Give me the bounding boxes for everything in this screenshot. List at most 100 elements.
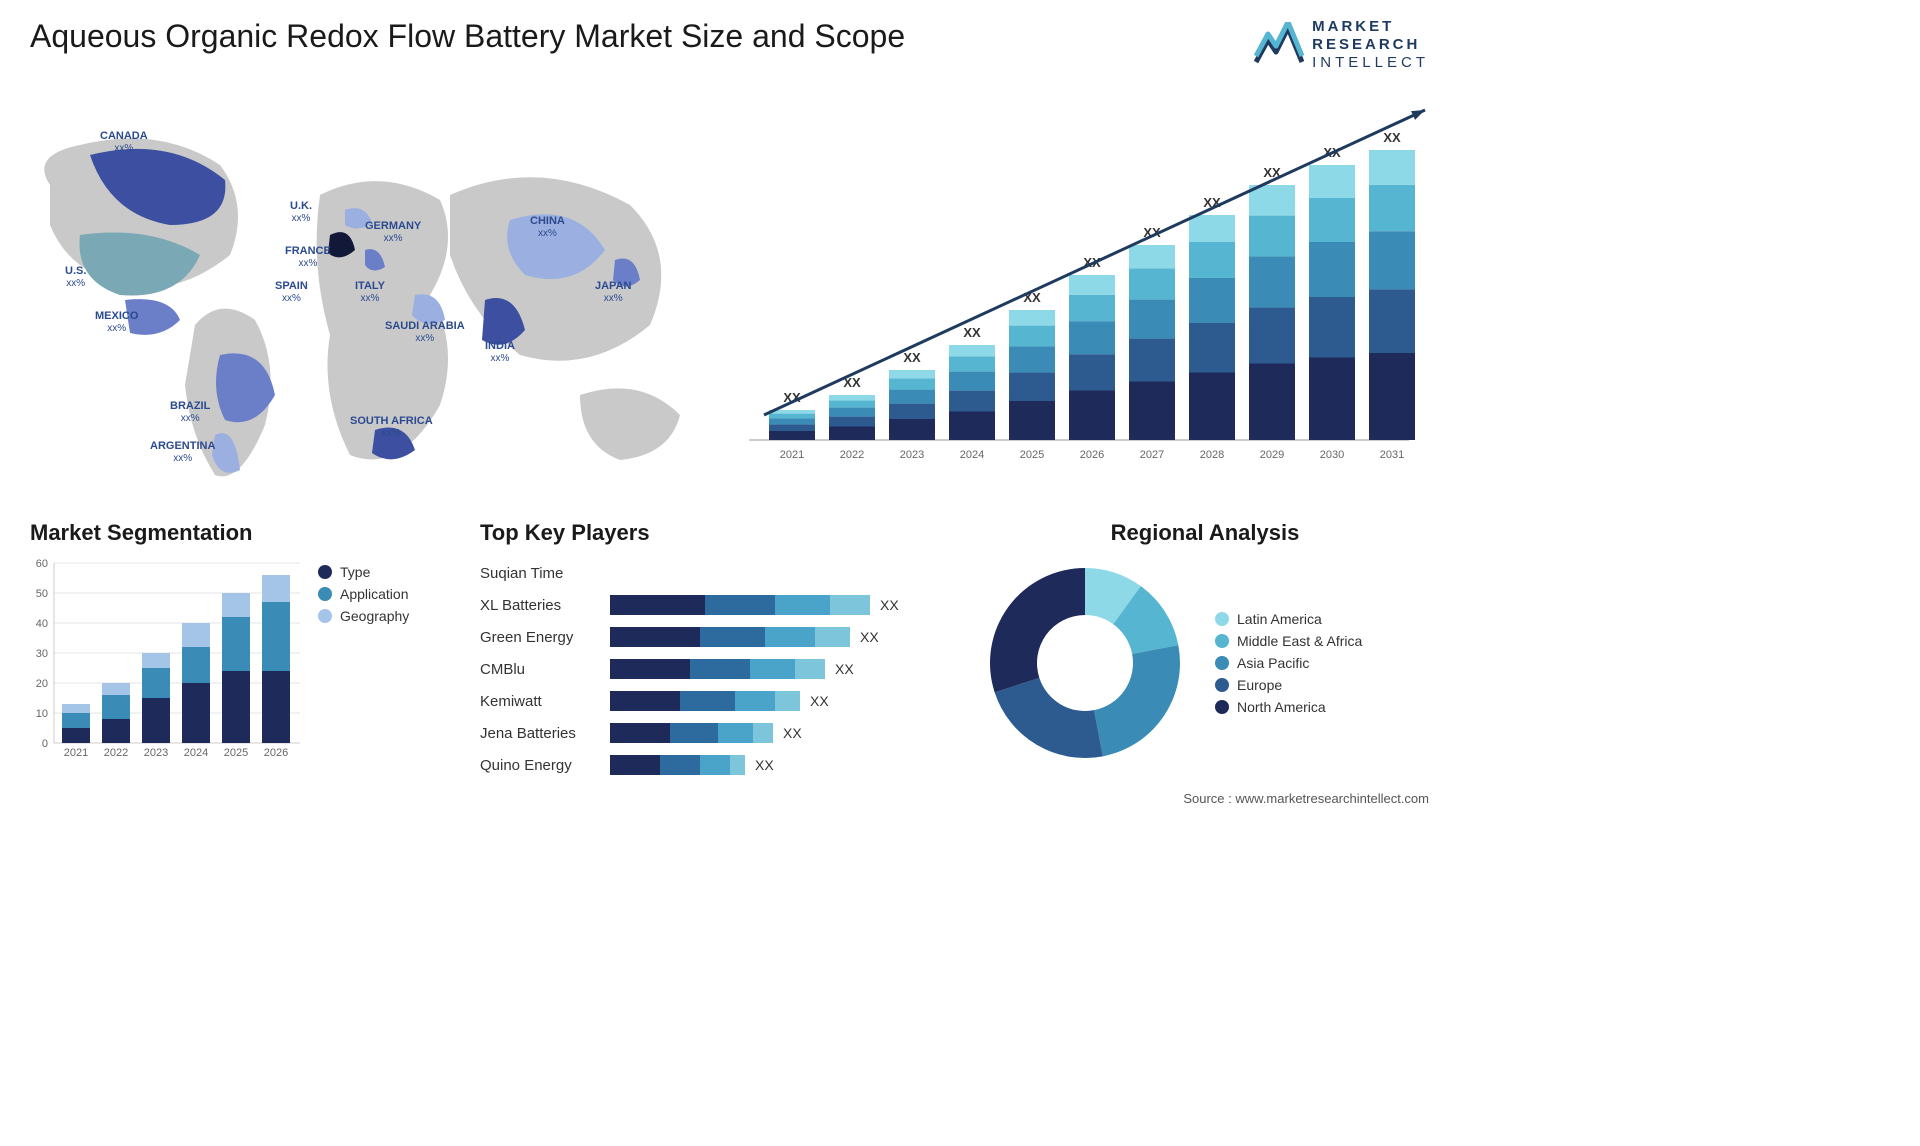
player-bar-segment (775, 691, 800, 711)
page-title: Aqueous Organic Redox Flow Battery Marke… (30, 18, 905, 55)
player-value: XX (755, 757, 774, 773)
svg-text:2031: 2031 (1380, 449, 1404, 461)
map-label: FRANCExx% (285, 245, 331, 270)
svg-text:60: 60 (36, 558, 48, 570)
segmentation-legend: TypeApplicationGeography (318, 558, 409, 758)
player-bar (610, 627, 850, 647)
logo-line3: INTELLECT (1312, 54, 1429, 72)
player-bar-segment (775, 595, 830, 615)
players-list: Suqian TimeXL BatteriesXXGreen EnergyXXC… (480, 558, 950, 780)
player-bar-segment (610, 755, 660, 775)
player-name: Suqian Time (480, 565, 610, 582)
map-label: BRAZILxx% (170, 400, 210, 425)
player-bar-segment (705, 595, 775, 615)
segmentation-panel: Market Segmentation 01020304050602021202… (30, 520, 440, 758)
svg-text:2023: 2023 (900, 449, 924, 461)
players-panel: Top Key Players Suqian TimeXL BatteriesX… (480, 520, 950, 782)
players-title: Top Key Players (480, 520, 950, 546)
regional-legend: Latin America Middle East & Africa Asia Pa… (1215, 605, 1362, 721)
player-row: Quino Energy XX (480, 750, 950, 780)
legend-dot-icon (1215, 612, 1229, 626)
legend-label: Middle East & Africa (1237, 633, 1362, 649)
legend-label: Asia Pacific (1237, 655, 1309, 671)
player-bar-segment (610, 691, 680, 711)
svg-text:2022: 2022 (104, 747, 128, 758)
map-label: MEXICOxx% (95, 310, 138, 335)
svg-text:50: 50 (36, 588, 48, 600)
svg-text:40: 40 (36, 618, 48, 630)
logo-icon (1254, 22, 1304, 68)
svg-text:2024: 2024 (184, 747, 208, 758)
legend-item: Latin America (1215, 611, 1362, 627)
player-bar (610, 723, 773, 743)
map-label: U.K.xx% (290, 200, 312, 225)
player-bar-segment (765, 627, 815, 647)
player-bar-segment (610, 659, 690, 679)
player-bar-segment (735, 691, 775, 711)
player-row: XL BatteriesXX (480, 590, 950, 620)
svg-text:2025: 2025 (224, 747, 248, 758)
source-attribution: Source : www.marketresearchintellect.com (1183, 791, 1429, 806)
map-label: SAUDI ARABIAxx% (385, 320, 465, 345)
logo-line1: MARKET (1312, 18, 1429, 36)
legend-dot-icon (318, 587, 332, 601)
legend-label: North America (1237, 699, 1326, 715)
regional-title: Regional Analysis (980, 520, 1430, 546)
map-label: ITALYxx% (355, 280, 385, 305)
player-bar-segment (730, 755, 745, 775)
svg-text:20: 20 (36, 678, 48, 690)
map-label: INDIAxx% (485, 340, 515, 365)
regional-panel: Regional Analysis Latin America Middle Ea… (980, 520, 1430, 768)
player-name: Jena Batteries (480, 725, 610, 742)
player-bar-segment (795, 659, 825, 679)
player-name: XL Batteries (480, 597, 610, 614)
map-label: SPAINxx% (275, 280, 308, 305)
svg-text:2025: 2025 (1020, 449, 1044, 461)
svg-text:XX: XX (903, 350, 921, 365)
svg-text:2029: 2029 (1260, 449, 1284, 461)
player-row: Green Energy XX (480, 622, 950, 652)
legend-label: Geography (340, 608, 409, 624)
legend-item: Geography (318, 608, 409, 624)
player-value: XX (860, 629, 879, 645)
map-label: GERMANYxx% (365, 220, 421, 245)
player-name: CMBlu (480, 661, 610, 678)
player-bar-segment (750, 659, 795, 679)
player-bar-segment (830, 595, 870, 615)
player-bar-segment (610, 627, 700, 647)
legend-label: Latin America (1237, 611, 1322, 627)
legend-label: Europe (1237, 677, 1282, 693)
svg-text:30: 30 (36, 648, 48, 660)
forecast-chart: XX2021XX2022XX2023XX2024XX2025XX2026XX20… (749, 100, 1429, 480)
player-bar (610, 691, 800, 711)
player-bar-segment (753, 723, 773, 743)
legend-dot-icon (1215, 678, 1229, 692)
player-row: CMBlu XX (480, 654, 950, 684)
map-label: JAPANxx% (595, 280, 631, 305)
regional-donut (980, 558, 1190, 768)
player-name: Green Energy (480, 629, 610, 646)
map-label: ARGENTINAxx% (150, 440, 215, 465)
player-row: Jena Batteries XX (480, 718, 950, 748)
player-bar-segment (670, 723, 718, 743)
player-row: Suqian Time (480, 558, 950, 588)
player-value: XX (783, 725, 802, 741)
segmentation-chart: 0102030405060202120222023202420252026 (30, 558, 300, 758)
svg-text:2026: 2026 (264, 747, 288, 758)
legend-dot-icon (1215, 634, 1229, 648)
player-bar-segment (700, 755, 730, 775)
player-bar (610, 755, 745, 775)
map-label: SOUTH AFRICAxx% (350, 415, 433, 440)
player-bar-segment (610, 723, 670, 743)
player-bar (610, 595, 870, 615)
player-name: Quino Energy (480, 757, 610, 774)
svg-text:2022: 2022 (840, 449, 864, 461)
player-bar-segment (680, 691, 735, 711)
legend-dot-icon (318, 565, 332, 579)
player-bar-segment (815, 627, 850, 647)
world-map: CANADAxx%U.S.xx%MEXICOxx%BRAZILxx%ARGENT… (20, 95, 700, 495)
svg-text:2028: 2028 (1200, 449, 1224, 461)
player-bar-segment (700, 627, 765, 647)
player-value: XX (835, 661, 854, 677)
svg-text:2024: 2024 (960, 449, 984, 461)
